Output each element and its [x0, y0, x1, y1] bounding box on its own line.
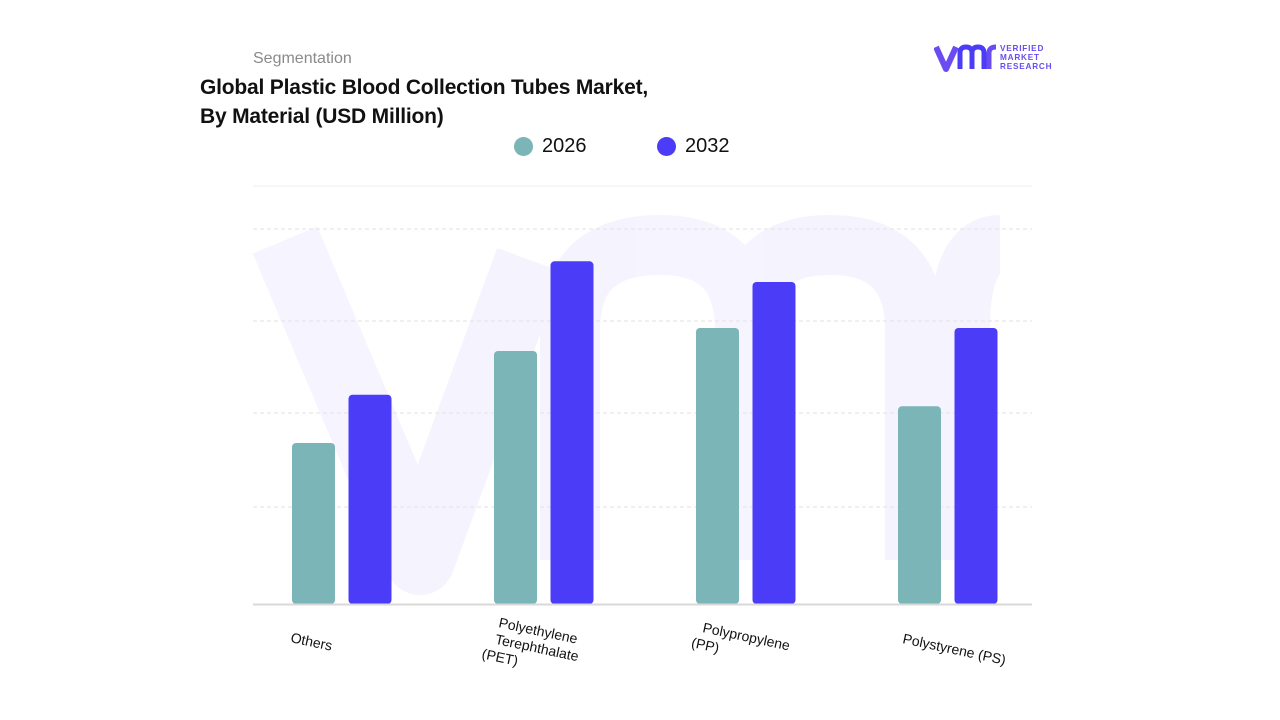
chart-legend: 2026 2032: [0, 135, 1280, 163]
vmr-logo: VERIFIED MARKET RESEARCH: [934, 43, 1052, 77]
legend-label-2032: 2032: [685, 135, 730, 157]
legend-item-2032: 2032: [657, 135, 730, 158]
bar-2026-1: [494, 351, 537, 604]
legend-item-2026: 2026: [514, 135, 587, 158]
x-tick-label-1: PolyethyleneTerephthalate(PET): [481, 612, 584, 681]
chart-title-line-1: Global Plastic Blood Collection Tubes Ma…: [200, 76, 649, 99]
bars: [292, 261, 998, 604]
chart-title: Global Plastic Blood Collection Tubes Ma…: [200, 73, 760, 131]
x-tick-labels: Others PolyethyleneTerephthalate(PET) Poly…: [289, 612, 1007, 681]
bar-2032-3: [954, 328, 998, 604]
logo-text: VERIFIED MARKET RESEARCH: [1000, 44, 1052, 71]
bar-2032-1: [550, 261, 594, 604]
x-tick-label-2: Polypropylene(PP): [690, 618, 792, 670]
bar-2026-2: [696, 328, 739, 604]
bar-2026-3: [898, 406, 941, 604]
bar-2032-2: [752, 282, 796, 604]
logo-text-line-1: VERIFIED: [1000, 44, 1045, 53]
logo-text-line-3: RESEARCH: [1000, 62, 1053, 71]
x-tick-label-0: Others: [289, 629, 333, 653]
legend-swatch-2032: [657, 137, 676, 156]
x-tick-label-3: Polystyrene (PS): [901, 630, 1007, 667]
legend-swatch-2026: [514, 137, 533, 156]
logo-text-line-2: MARKET: [1000, 53, 1040, 62]
bar-2026-0: [292, 443, 335, 604]
bar-2032-0: [348, 394, 392, 604]
vmr-logo-icon: [934, 44, 997, 72]
watermark: [252, 214, 1003, 595]
legend-label-2026: 2026: [542, 135, 587, 157]
chart-title-line-2: By Material (USD Million): [200, 105, 444, 128]
segmentation-label: Segmentation: [253, 50, 352, 67]
